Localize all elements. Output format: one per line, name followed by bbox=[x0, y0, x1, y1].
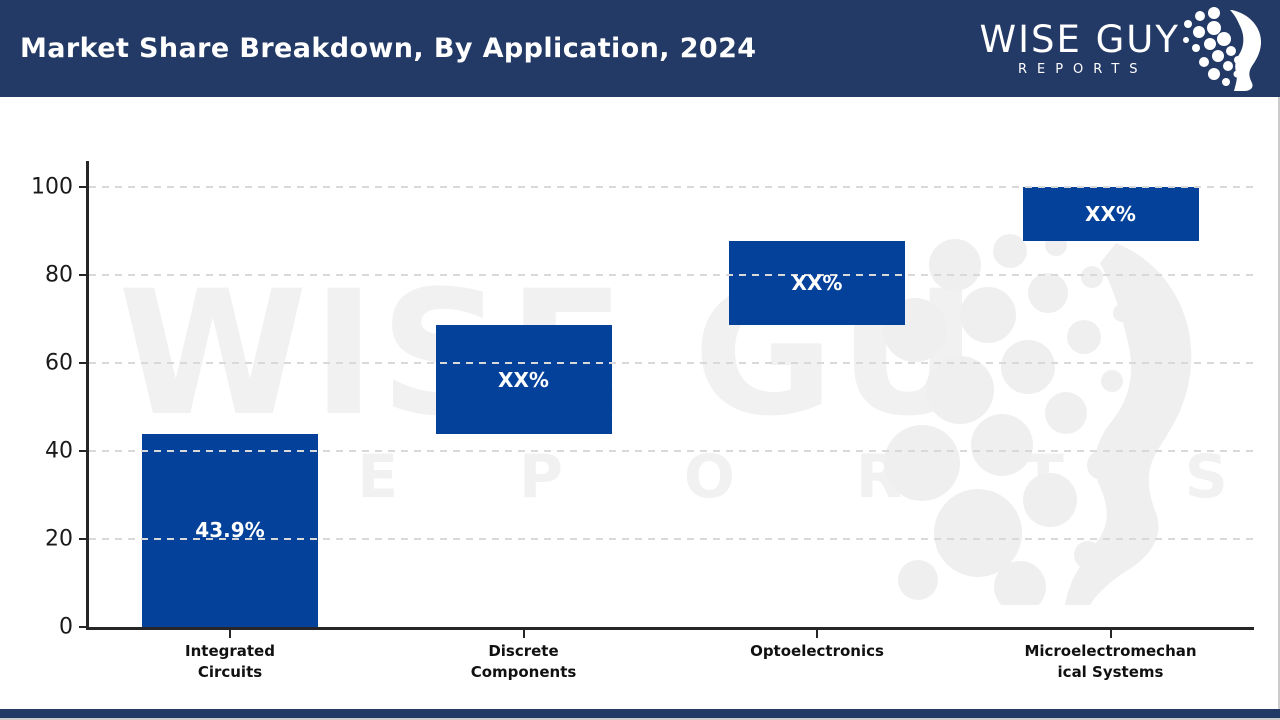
brand-head-icon bbox=[1183, 6, 1262, 91]
page-title: Market Share Breakdown, By Application, … bbox=[20, 33, 757, 64]
bar-value-label: XX% bbox=[791, 271, 843, 296]
y-tick-mark bbox=[79, 538, 88, 540]
gridline bbox=[89, 186, 1254, 188]
y-tick-mark bbox=[79, 186, 88, 188]
brand-name: WISE GUY bbox=[979, 17, 1180, 61]
x-tick-label-line: ical Systems bbox=[1057, 663, 1164, 681]
y-tick-label: 20 bbox=[45, 526, 73, 552]
y-tick-label: 100 bbox=[31, 174, 73, 200]
y-tick-label: 60 bbox=[45, 350, 73, 376]
bar-value-label: XX% bbox=[498, 367, 549, 392]
y-tick-mark bbox=[79, 450, 88, 452]
gridline bbox=[89, 274, 1254, 276]
x-tick-label-line: Discrete bbox=[488, 642, 559, 660]
x-tick-label-line: Microelectromechan bbox=[1024, 642, 1197, 660]
x-tick-mark bbox=[1109, 629, 1112, 638]
y-tick-label: 80 bbox=[45, 262, 73, 288]
brand-subtitle: REPORTS bbox=[1017, 61, 1148, 77]
y-tick-mark bbox=[79, 274, 88, 276]
x-tick-mark bbox=[522, 629, 525, 638]
gridline bbox=[89, 362, 1254, 364]
x-tick-label: Discrete Components bbox=[404, 641, 644, 683]
y-tick-label: 40 bbox=[45, 438, 73, 464]
brand-logo: WISE GUY REPORTS bbox=[980, 6, 1280, 92]
bar-segment bbox=[435, 325, 612, 434]
x-tick-label-line: Optoelectronics bbox=[750, 642, 884, 660]
gridline bbox=[89, 538, 1254, 540]
x-tick-label: Integrated Circuits bbox=[110, 641, 350, 683]
x-tick-mark bbox=[229, 629, 231, 638]
x-tick-mark bbox=[816, 629, 818, 638]
x-tick-label-line: Integrated bbox=[185, 642, 275, 660]
x-tick-label: Optoelectronics bbox=[697, 641, 937, 662]
x-tick-label-line: Circuits bbox=[197, 663, 263, 681]
y-tick-mark bbox=[79, 626, 88, 628]
bar-segment bbox=[1022, 187, 1199, 242]
watermark-head-icon bbox=[883, 234, 1192, 605]
y-axis-line bbox=[86, 161, 89, 629]
footer-bar bbox=[0, 709, 1280, 718]
bar-segment bbox=[142, 433, 318, 627]
x-tick-label-line: Components bbox=[470, 663, 577, 681]
gridline bbox=[89, 450, 1254, 452]
bar-value-label: 43.9% bbox=[195, 518, 265, 543]
bar-segment bbox=[729, 241, 905, 326]
x-axis-line bbox=[86, 627, 1254, 630]
x-tick-label: Microelectromechan ical Systems bbox=[991, 641, 1231, 683]
bar-value-label: XX% bbox=[1085, 202, 1136, 227]
brand-logo-text: WISE GUY REPORTS bbox=[980, 21, 1180, 77]
y-tick-label: 0 bbox=[59, 614, 73, 640]
header-bar: Market Share Breakdown, By Application, … bbox=[0, 0, 1280, 97]
y-tick-mark bbox=[79, 362, 88, 364]
